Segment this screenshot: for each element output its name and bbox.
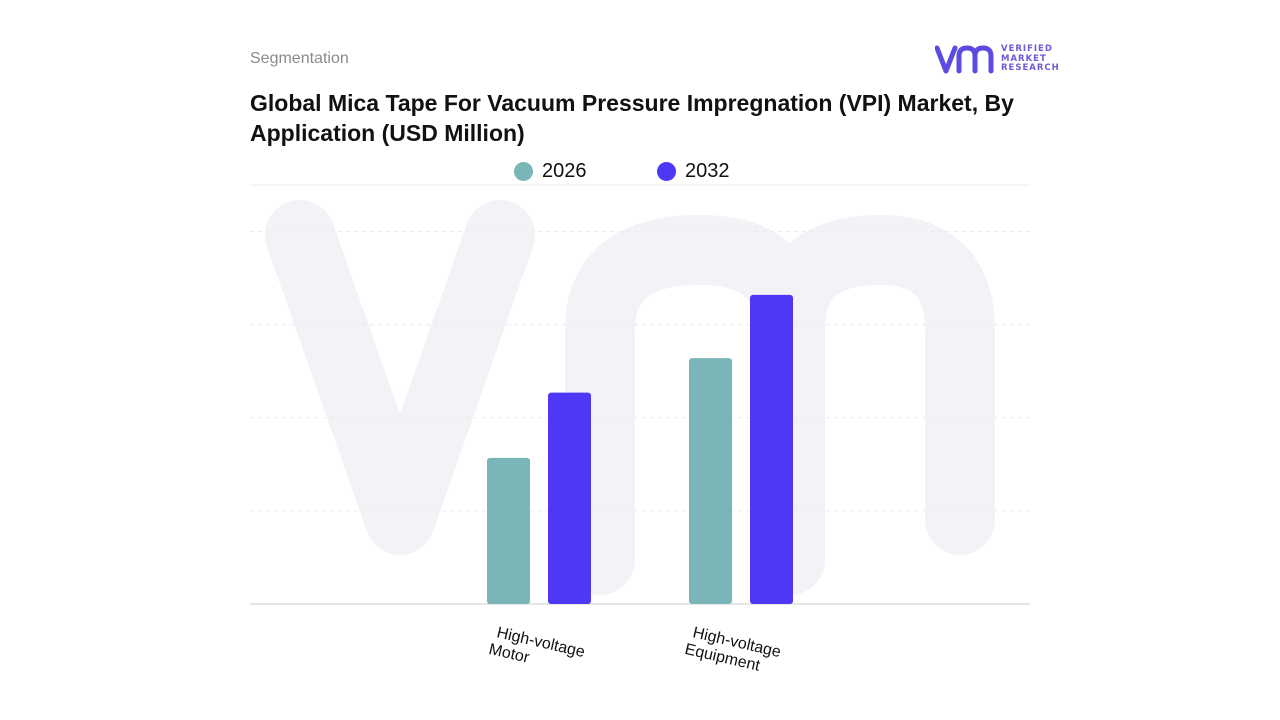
logo-wordmark: VERIFIED MARKET RESEARCH	[1001, 44, 1060, 74]
bars	[487, 294, 793, 604]
legend-swatch-2032	[657, 161, 676, 181]
section-kicker: Segmentation	[250, 50, 349, 67]
logo-line-market: MARKET	[1001, 53, 1047, 64]
x-tick-label: High-voltageMotor	[487, 623, 586, 678]
x-tick-label: High-voltageEquipment	[683, 623, 782, 678]
grid-lines	[250, 184, 1030, 605]
chart-title: Global Mica Tape For Vacuum Pressure Imp…	[250, 90, 1014, 146]
vmr-logo-icon	[934, 45, 994, 74]
watermark	[265, 200, 995, 595]
legend-label-2026: 2026	[542, 159, 587, 182]
logo-line-research: RESEARCH	[1001, 63, 1060, 73]
chart-legend: 2026 2032	[0, 158, 1280, 184]
logo-line-verified: VERIFIED	[1001, 44, 1053, 54]
legend-item-2032[interactable]: 2032	[657, 158, 730, 184]
bar-2026-high-voltage-equipment[interactable]	[689, 358, 732, 604]
legend-label-2032: 2032	[685, 159, 730, 182]
bar-2032-high-voltage-motor[interactable]	[548, 392, 591, 604]
legend-item-2026[interactable]: 2026	[514, 158, 587, 184]
vmr-logo: VERIFIED MARKET RESEARCH	[934, 44, 1065, 76]
bar-2026-high-voltage-motor[interactable]	[487, 457, 530, 604]
bar-2032-high-voltage-equipment[interactable]	[750, 294, 793, 604]
legend-swatch-2026	[514, 161, 533, 181]
x-tick-labels: High-voltageMotor High-voltageEquipment	[487, 623, 782, 678]
